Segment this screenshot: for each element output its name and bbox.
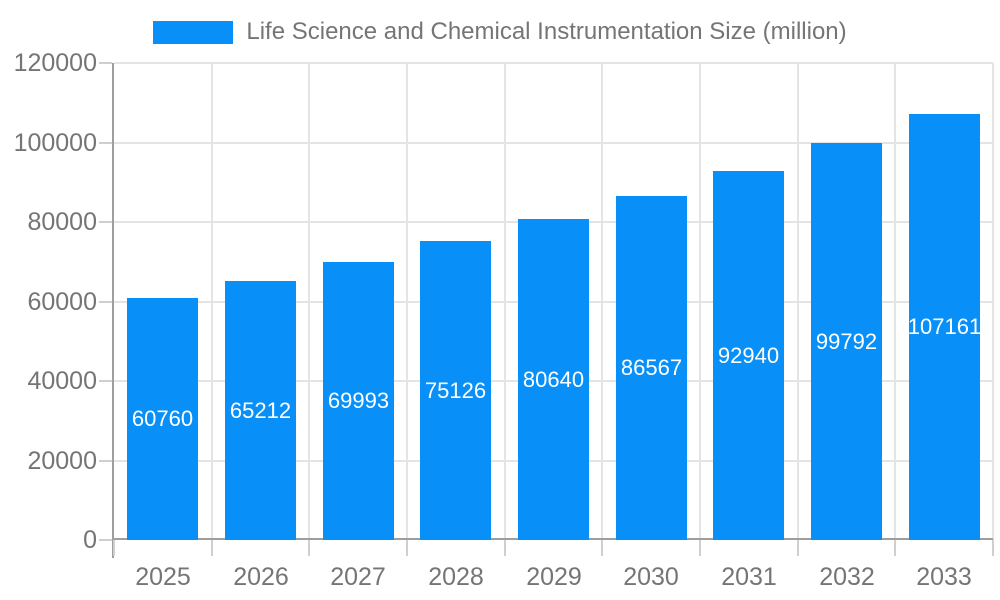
- x-axis-tick-label: 2029: [526, 563, 582, 591]
- y-gridline: [114, 141, 993, 144]
- x-gridline: [601, 63, 603, 540]
- x-axis-tick-label: 2033: [916, 563, 972, 591]
- bar-value-label: 69993: [327, 388, 390, 413]
- bar: 92940: [713, 171, 784, 540]
- x-gridline: [504, 63, 506, 540]
- y-axis-tick-label: 100000: [13, 129, 97, 157]
- bar-value-label: 92940: [717, 342, 780, 368]
- y-axis-tick-label: 20000: [27, 447, 97, 475]
- y-axis-tick: [99, 62, 112, 64]
- legend: Life Science and Chemical Instrumentatio…: [0, 18, 1000, 46]
- y-gridline: [114, 62, 993, 64]
- y-axis-tick: [99, 141, 112, 144]
- x-axis-tick: [211, 540, 213, 556]
- bar: 60760: [127, 298, 198, 540]
- x-gridline: [211, 63, 213, 540]
- y-axis-tick: [99, 221, 112, 223]
- bar: 86567: [616, 196, 687, 540]
- bar: 107161: [907, 114, 982, 540]
- x-axis-tick: [308, 540, 310, 556]
- y-axis-tick: [99, 539, 112, 541]
- bar-value-label: 65212: [229, 397, 292, 423]
- x-gridline: [308, 63, 310, 540]
- x-axis-tick: [113, 540, 115, 556]
- x-axis-tick-label: 2028: [428, 563, 484, 591]
- x-axis-tick-label: 2026: [233, 563, 289, 591]
- bar-value-label: 60760: [131, 406, 194, 431]
- x-gridline: [797, 63, 799, 540]
- bar-value-label: 80640: [522, 366, 585, 392]
- bar: 75126: [420, 241, 491, 540]
- x-axis-tick: [992, 540, 994, 556]
- y-axis-tick: [99, 300, 112, 303]
- x-axis-tick: [797, 540, 799, 556]
- x-axis-tick: [699, 540, 701, 556]
- bar-value-label: 99792: [815, 328, 878, 354]
- x-gridline: [992, 63, 994, 540]
- bar: 65212: [225, 281, 296, 540]
- bar: 99792: [811, 143, 882, 540]
- x-axis-tick-label: 2030: [623, 563, 679, 591]
- bar: 69993: [323, 262, 394, 540]
- x-axis-tick: [601, 540, 603, 556]
- y-axis-tick-label: 40000: [27, 367, 97, 395]
- x-gridline: [894, 63, 896, 540]
- bar-value-label: 86567: [620, 355, 683, 380]
- y-axis-tick: [99, 380, 112, 382]
- bar-value-label: 75126: [424, 377, 487, 403]
- x-axis-tick-label: 2025: [135, 563, 191, 591]
- y-axis-tick-label: 60000: [27, 288, 97, 316]
- x-axis-tick-label: 2032: [819, 563, 875, 591]
- x-axis-tick: [504, 540, 506, 556]
- x-axis-tick-label: 2031: [721, 563, 777, 591]
- x-gridline: [406, 63, 408, 540]
- x-axis-tick: [406, 540, 408, 556]
- x-axis-tick-label: 2027: [330, 563, 386, 591]
- y-axis-tick-label: 0: [83, 526, 97, 554]
- y-axis-tick-label: 80000: [27, 208, 97, 236]
- legend-label: Life Science and Chemical Instrumentatio…: [246, 18, 847, 45]
- legend-swatch-icon: [153, 20, 234, 44]
- bar: 80640: [518, 219, 589, 540]
- x-gridline: [699, 63, 701, 540]
- x-axis-tick: [894, 540, 896, 556]
- bar-value-label: 107161: [907, 314, 982, 339]
- y-axis-line: [112, 63, 114, 558]
- y-axis-tick-label: 120000: [13, 49, 97, 77]
- y-axis-tick: [99, 459, 112, 462]
